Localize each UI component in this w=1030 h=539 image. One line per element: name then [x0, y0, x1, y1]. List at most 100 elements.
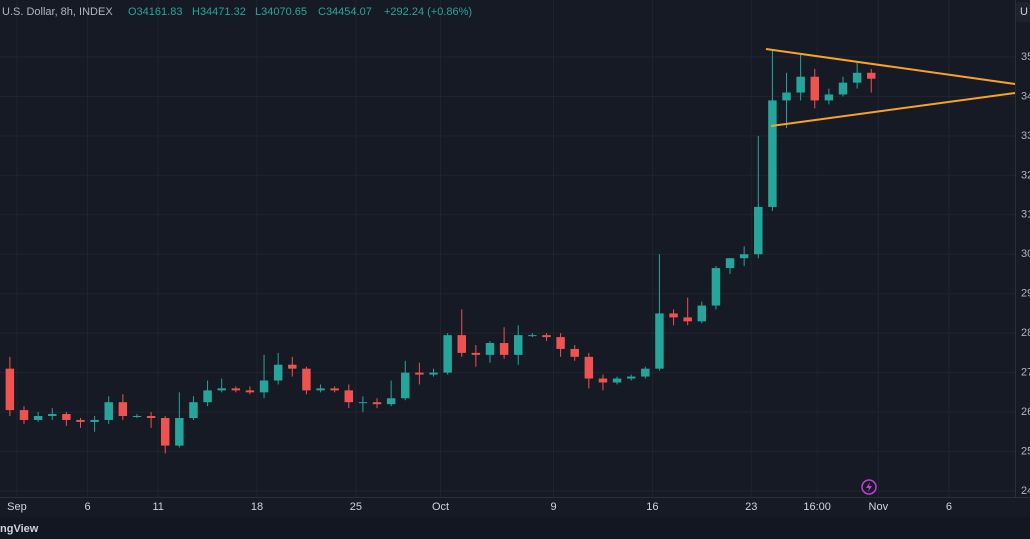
candle-body	[867, 72, 876, 79]
candle-body	[316, 388, 325, 391]
candle-body	[231, 388, 241, 391]
y-tick-label: 24000	[1021, 485, 1030, 497]
candle-body	[344, 390, 354, 403]
y-tick-label: 34000	[1021, 90, 1030, 102]
ohlc-low: L34070.65	[255, 6, 307, 18]
candle-body	[485, 343, 495, 355]
symbol: U.S. Dollar, 8h, INDEX	[2, 6, 113, 18]
y-tick-label: 32000	[1021, 169, 1030, 181]
candle-body	[725, 258, 735, 269]
y-tick-label: 28000	[1021, 327, 1030, 339]
candles	[5, 49, 876, 454]
candle-body	[288, 364, 297, 369]
candle-body	[372, 402, 382, 405]
footer-bar	[0, 518, 1030, 539]
candle-body	[852, 72, 862, 83]
candle-body	[76, 419, 85, 422]
candle-body	[768, 100, 777, 207]
candle-body	[273, 364, 283, 381]
candle-body	[838, 82, 848, 95]
trendline-upper	[765, 48, 1016, 85]
y-tick-label: 25000	[1021, 445, 1030, 457]
candle-body	[683, 317, 692, 322]
candle-body	[499, 343, 509, 355]
candle-body	[48, 414, 57, 417]
y-tick-label: 26000	[1021, 406, 1030, 418]
x-tick-label: 25	[350, 501, 362, 513]
candle-body	[104, 402, 113, 420]
candle-body	[203, 390, 212, 403]
candle-body	[810, 76, 820, 101]
x-tick-label: 11	[152, 501, 163, 513]
candle-body	[443, 335, 452, 373]
candle-body	[146, 416, 156, 418]
candle-body	[302, 368, 311, 391]
trendline-lower	[770, 92, 1016, 127]
candle-body	[796, 76, 805, 93]
candle-body	[429, 372, 438, 375]
candle-body	[358, 402, 368, 404]
brand: ngView	[0, 523, 39, 535]
y-tick-label: 29000	[1021, 288, 1030, 300]
icon-bolt	[866, 482, 872, 492]
x-tick-label: 9	[550, 501, 556, 513]
candle-body	[19, 410, 29, 420]
candle-body	[118, 402, 128, 417]
candle-body	[556, 337, 565, 349]
grid	[0, 0, 1015, 497]
candle-body	[386, 398, 396, 405]
candle-body	[62, 414, 71, 420]
candle-body	[598, 378, 608, 383]
x-tick-label: 6	[946, 501, 952, 513]
candle-body	[754, 206, 763, 255]
candle-body	[641, 368, 650, 377]
candle-body	[655, 313, 664, 369]
candle-body	[175, 417, 184, 446]
candle-body	[457, 335, 466, 353]
icon-circle	[861, 479, 877, 495]
candle-body	[669, 313, 678, 318]
candle-body	[782, 92, 791, 101]
candle-body	[471, 352, 481, 355]
candle-body	[513, 335, 523, 355]
candle-body	[259, 380, 269, 393]
candle-body	[245, 390, 255, 393]
candle-body	[5, 368, 15, 411]
y-tick-label: 33000	[1021, 130, 1030, 142]
candle-body	[739, 254, 749, 259]
candle-body	[542, 335, 551, 338]
y-tick-label: 30000	[1021, 248, 1030, 260]
x-tick-label: 16:00	[803, 501, 831, 513]
corner-label: U	[1020, 6, 1028, 18]
ohlc-open: O34161.83	[128, 6, 182, 18]
x-tick-label: 23	[745, 501, 757, 513]
candle-body	[697, 305, 707, 322]
x-tick-label: 18	[251, 501, 263, 513]
candle-body	[33, 416, 43, 420]
x-tick-label: 16	[646, 501, 658, 513]
y-tick-label: 31000	[1021, 209, 1030, 221]
lightning-icon[interactable]	[861, 479, 877, 495]
candle-body	[401, 372, 410, 399]
candle-body	[217, 388, 226, 391]
candle-body	[132, 416, 142, 418]
y-tick-label: 35000	[1021, 51, 1030, 63]
candle-body	[570, 348, 579, 357]
axes: 24000 25000 26000 27000 28000 29000 30000 31000…	[7, 51, 1030, 513]
candle-body	[330, 388, 339, 391]
candle-body	[584, 356, 594, 379]
x-tick-label: 6	[84, 501, 90, 513]
x-tick-label: Nov	[869, 501, 889, 513]
candle-body	[415, 372, 424, 375]
ohlc-change: +292.24 (+0.86%)	[384, 6, 472, 18]
candle-body	[189, 402, 198, 418]
ohlc-high: H34471.32	[192, 6, 246, 18]
y-tick-label: 27000	[1021, 367, 1030, 379]
candle-body	[90, 419, 99, 422]
candle-body	[160, 417, 170, 446]
candle-body	[528, 335, 537, 337]
corner-button[interactable]	[1016, 2, 1030, 22]
